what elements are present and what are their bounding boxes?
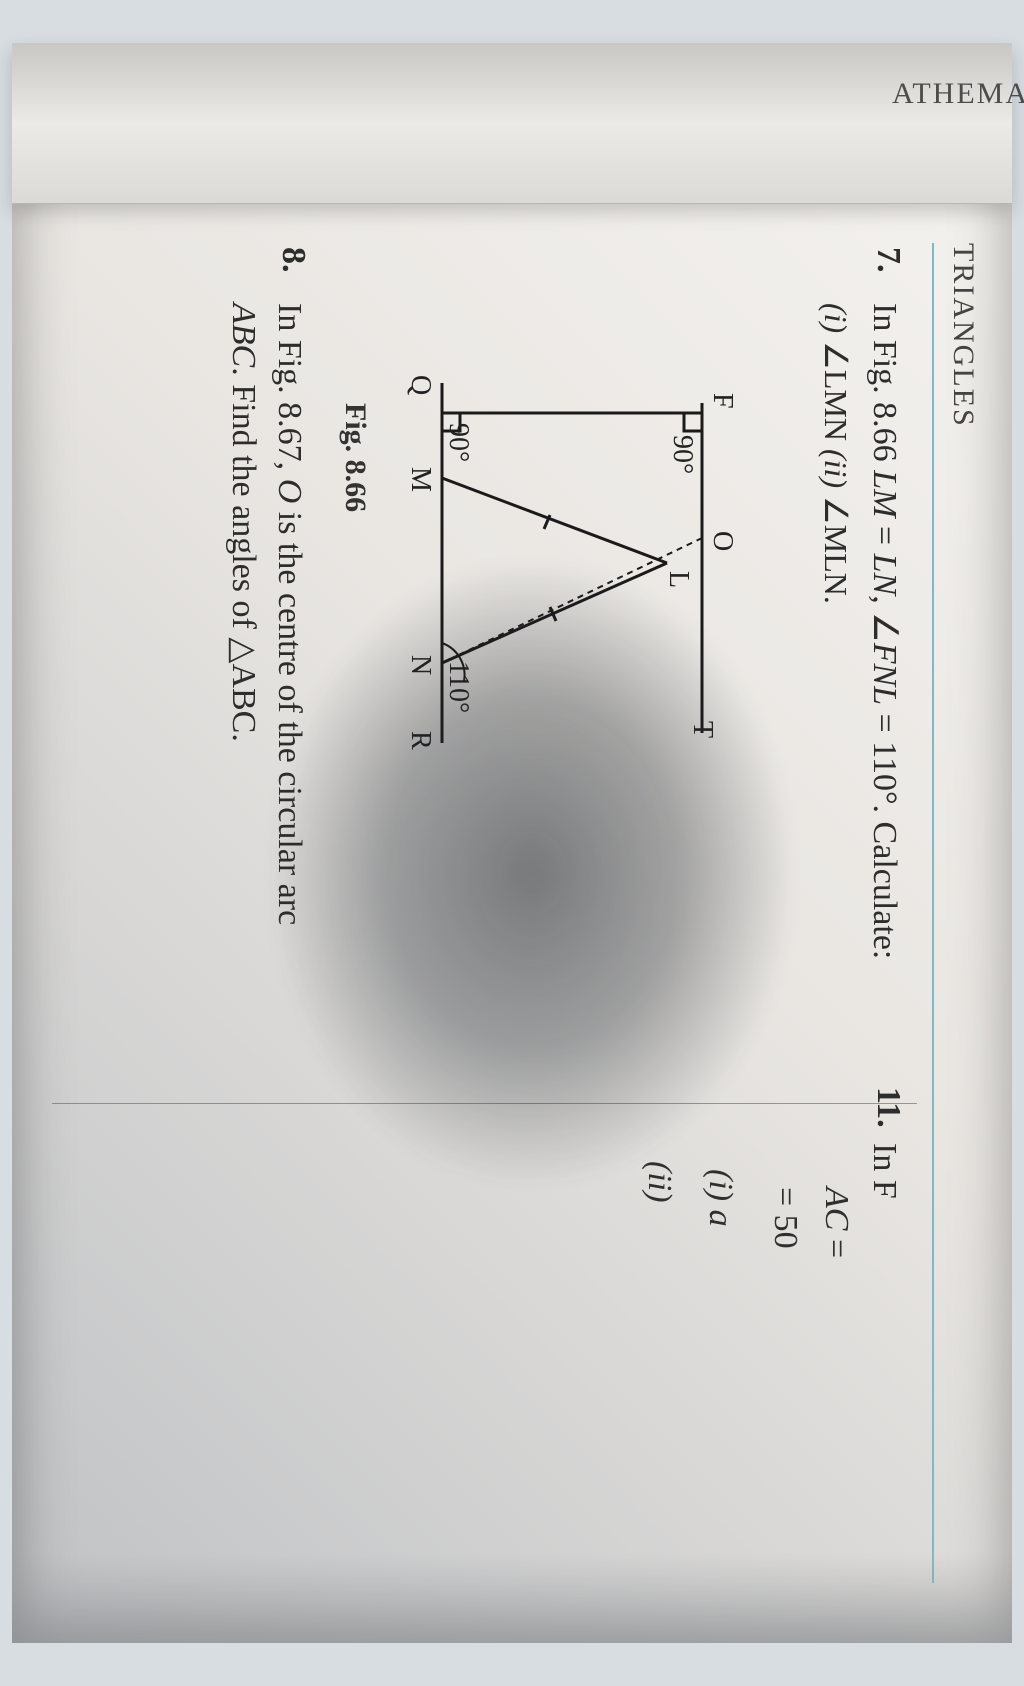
- q8-tri: △ABC: [225, 637, 262, 733]
- q11-i: (i) a: [702, 1169, 739, 1227]
- q7-body: In Fig. 8.66 LM = LN, ∠FNL = 110°. Calcu…: [861, 303, 907, 1073]
- q7-i-label: (i): [818, 303, 854, 341]
- q7-rest: = 110°. Calculate:: [866, 705, 903, 959]
- q11-AC: AC: [818, 1187, 855, 1230]
- q11-eq: =: [818, 1230, 855, 1258]
- lbl-N: N: [405, 655, 436, 675]
- question-11: 11. In F: [861, 1143, 907, 1613]
- q8-t1: In Fig. 8.67,: [271, 303, 308, 479]
- lbl-Q: Q: [405, 375, 436, 395]
- q7-ang: , ∠: [866, 595, 903, 642]
- q8-O: O: [271, 479, 308, 504]
- q7-LM: LM: [866, 470, 903, 517]
- right-column: AC = = 50 (i) a (ii): [634, 1143, 862, 1613]
- spine-text: ATHEMAT: [892, 77, 1024, 111]
- lbl-R: R: [405, 731, 436, 750]
- q8-t2: . Find the angles of: [225, 367, 262, 637]
- chapter-header: TRIANGLES: [946, 243, 980, 428]
- lbl-T: T: [687, 721, 718, 738]
- ang-bot-right: 110°: [443, 661, 474, 713]
- q7-LN: LN: [866, 554, 903, 596]
- q7-number: 7.: [869, 247, 907, 273]
- q7-subparts: (i) ∠LMN (ii) ∠MLN.: [817, 303, 855, 1073]
- figure-caption: Fig. 8.66: [338, 403, 372, 512]
- header-rule: [932, 243, 934, 1583]
- q8-number: 8.: [274, 247, 312, 273]
- ang-bot-left: 90°: [443, 423, 474, 462]
- q11-number: 11.: [869, 1087, 907, 1128]
- figure-8-66: F O L T Q M N R 90° 90° 110°: [382, 343, 762, 763]
- q11-l3: = 50: [760, 1187, 811, 1613]
- ang-top-left: 90°: [667, 435, 698, 474]
- q7-FNL: FNL: [866, 643, 903, 705]
- q7-ii: ∠MLN: [818, 496, 854, 596]
- q7-eq: =: [866, 517, 903, 553]
- figure-svg: F O L T Q M N R 90° 90° 110°: [382, 343, 762, 763]
- lbl-M: M: [405, 467, 436, 492]
- lbl-F: F: [707, 393, 738, 409]
- question-8: 8. In Fig. 8.67, O is the centre of the …: [220, 303, 312, 1073]
- lbl-L: L: [663, 571, 694, 588]
- q8-period: .: [225, 733, 262, 742]
- q11-l1: In F: [866, 1143, 903, 1199]
- question-7: 7. In Fig. 8.66 LM = LN, ∠FNL = 110°. Ca…: [817, 303, 907, 1073]
- textbook-page: ATHEMAT TRIANGLES 7. In Fig. 8.66 LM = L…: [12, 43, 1012, 1643]
- q7-period: .: [818, 596, 854, 604]
- q8-t1b: is the centre of the circular arc: [271, 503, 308, 925]
- q8-body: In Fig. 8.67, O is the centre of the cir…: [220, 303, 312, 1073]
- q7-ii-label: (ii): [818, 449, 854, 496]
- q7-i: ∠LMN: [818, 341, 854, 441]
- q11-body: In F: [861, 1143, 907, 1613]
- page-curl: ATHEMAT: [12, 43, 1012, 204]
- q11-ii: (ii): [641, 1161, 678, 1203]
- q8-ABC: ABC: [225, 303, 262, 367]
- lbl-O: O: [707, 531, 738, 551]
- q7-t1: In Fig. 8.66: [866, 303, 903, 470]
- column-divider: [52, 1103, 917, 1104]
